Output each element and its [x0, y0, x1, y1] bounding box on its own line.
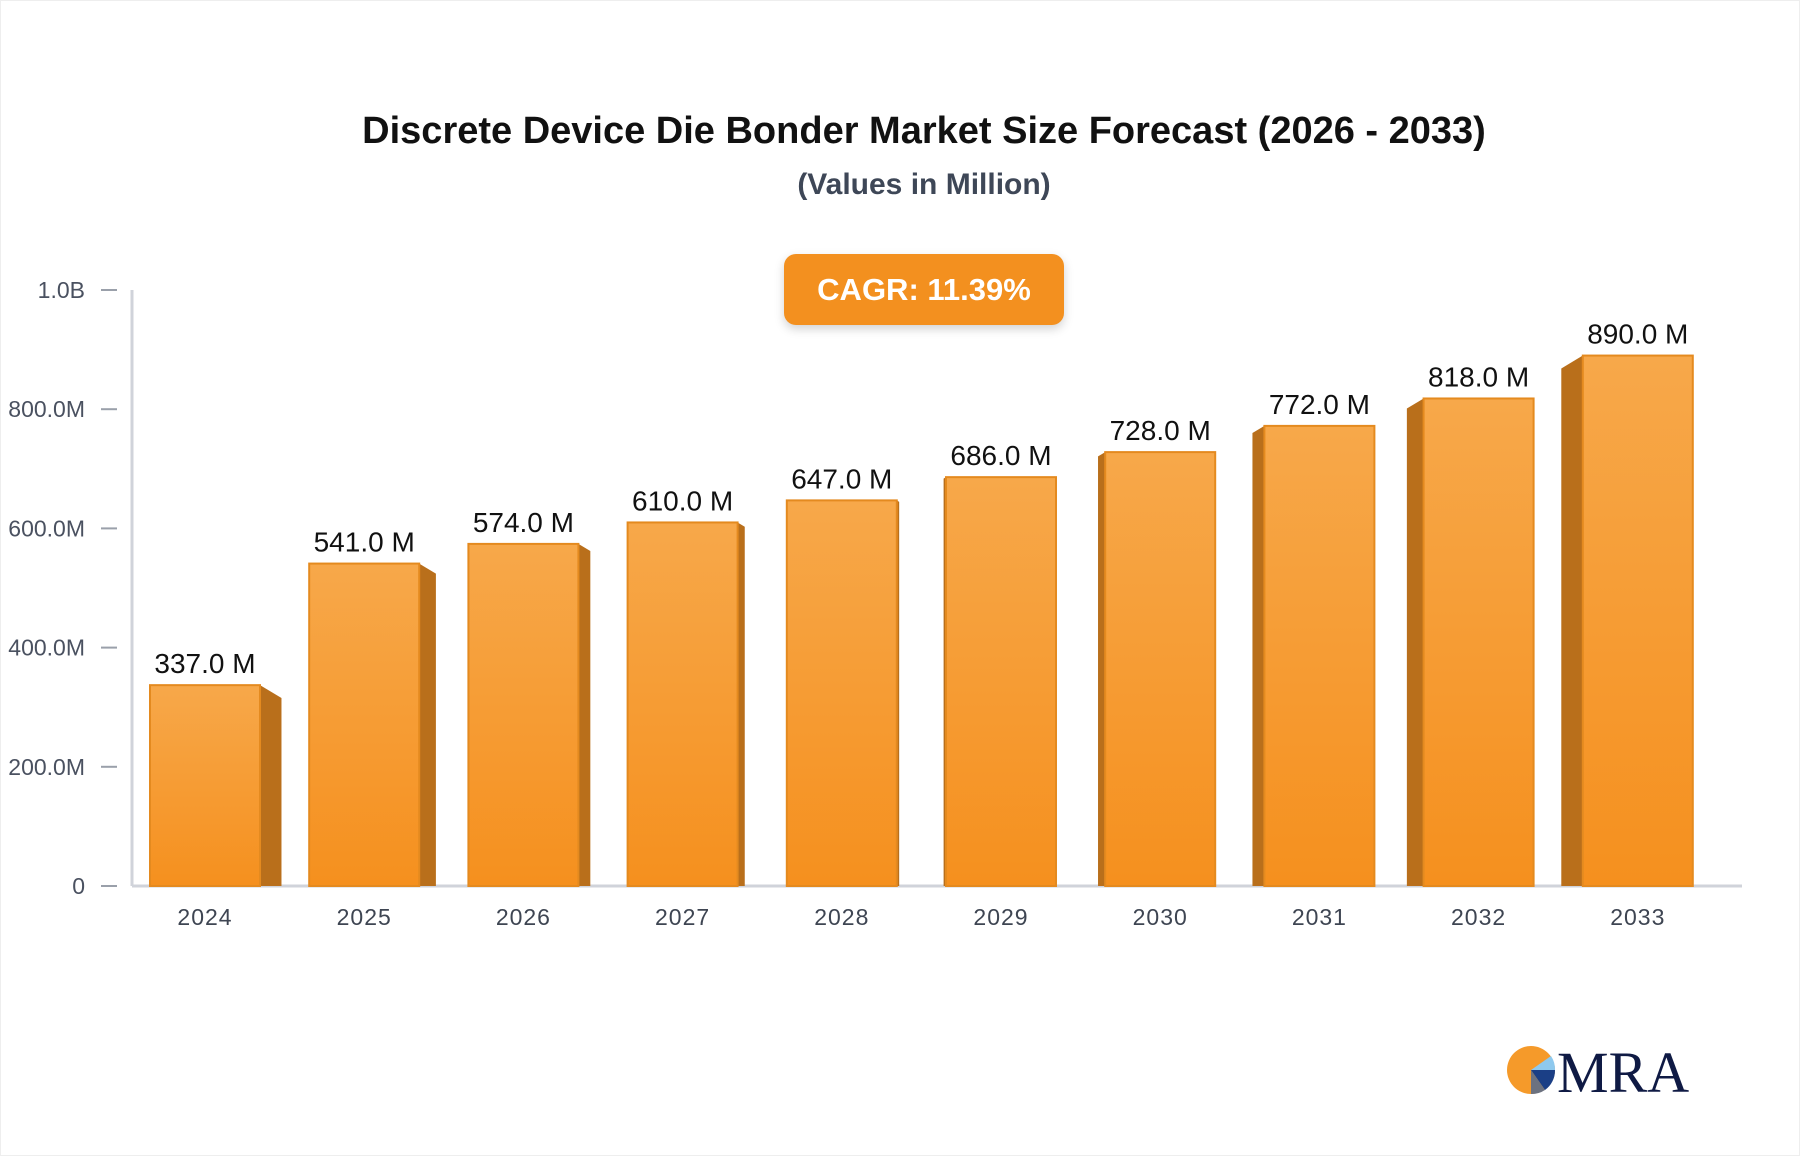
- x-tick-label: 2025: [337, 904, 392, 930]
- bar-group: 728.0 M 2030: [1098, 415, 1217, 930]
- data-label: 541.0 M: [314, 527, 415, 558]
- chart-title: Discrete Device Die Bonder Market Size F…: [362, 110, 1486, 152]
- data-label: 647.0 M: [791, 463, 892, 494]
- bar-side: [419, 563, 436, 886]
- data-label: 728.0 M: [1110, 415, 1211, 446]
- bar: [1104, 451, 1217, 887]
- y-tick-label: 0: [72, 873, 85, 899]
- data-label: 890.0 M: [1587, 319, 1688, 350]
- data-label: 610.0 M: [632, 485, 733, 516]
- data-label: 574.0 M: [473, 507, 574, 538]
- bar: [1422, 397, 1535, 887]
- x-tick-label: 2026: [496, 904, 551, 930]
- y-tick-label: 200.0M: [8, 754, 85, 780]
- bar: [467, 542, 580, 887]
- bar-side: [1098, 452, 1106, 886]
- y-tick-label: 800.0M: [8, 396, 85, 422]
- x-tick-label: 2028: [814, 904, 869, 930]
- bar-group: 610.0 M 2027: [626, 485, 745, 930]
- bar: [1263, 424, 1376, 887]
- logo-text: MRA: [1557, 1040, 1689, 1100]
- cagr-badge: CAGR: 11.39%: [784, 254, 1064, 325]
- bar: [626, 521, 739, 887]
- bar: [308, 562, 421, 888]
- bar-group: 686.0 M 2029: [943, 440, 1057, 930]
- bar-side: [1561, 355, 1583, 886]
- bar-group: 337.0 M 2024: [149, 648, 282, 930]
- bar-side: [578, 543, 591, 886]
- x-tick-label: 2030: [1133, 904, 1188, 930]
- bar-side: [1406, 398, 1424, 886]
- data-label: 686.0 M: [950, 440, 1051, 471]
- bar-side: [260, 685, 282, 886]
- chart-subtitle: (Values in Million): [797, 168, 1051, 201]
- x-tick-label: 2032: [1451, 904, 1506, 930]
- bar-group: 541.0 M 2025: [308, 527, 436, 930]
- data-label: 772.0 M: [1269, 389, 1370, 420]
- x-tick-label: 2027: [655, 904, 710, 930]
- data-label: 337.0 M: [154, 648, 255, 679]
- bar-side: [737, 522, 745, 886]
- bar-group: 772.0 M 2031: [1252, 389, 1376, 930]
- bar-group: 574.0 M 2026: [467, 507, 591, 930]
- bar-group: 647.0 M 2028: [785, 463, 900, 930]
- bar: [1581, 354, 1694, 887]
- x-tick-label: 2029: [973, 904, 1028, 930]
- y-tick-label: 1.0B: [38, 277, 85, 303]
- x-tick-label: 2024: [177, 904, 232, 930]
- bar-side: [1252, 425, 1265, 886]
- bar: [149, 684, 261, 888]
- bar-group: 818.0 M 2032: [1406, 361, 1535, 930]
- bar: [945, 476, 1057, 887]
- x-tick-label: 2031: [1292, 904, 1347, 930]
- data-label: 818.0 M: [1428, 361, 1529, 392]
- x-tick-label: 2033: [1610, 904, 1665, 930]
- mra-logo: MRA: [1507, 1040, 1689, 1100]
- y-tick-label: 400.0M: [8, 635, 85, 661]
- bar-group: 890.0 M 2033: [1561, 319, 1694, 930]
- y-tick-label: 600.0M: [8, 515, 85, 541]
- bar: [785, 499, 898, 887]
